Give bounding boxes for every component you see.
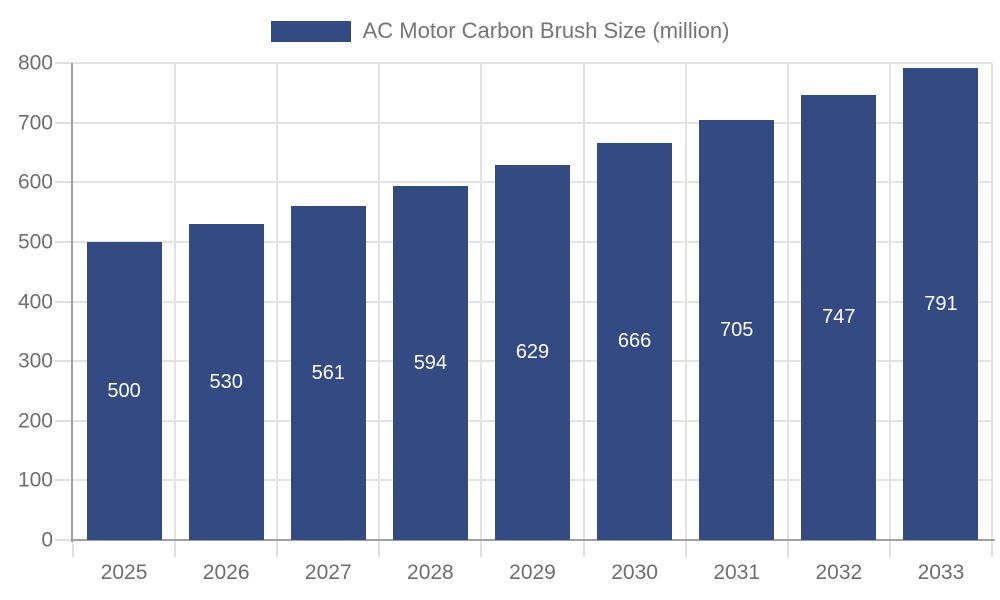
x-axis-tick	[276, 540, 279, 557]
legend[interactable]: AC Motor Carbon Brush Size (million)	[0, 13, 1000, 49]
x-axis-tick-label: 2026	[202, 561, 250, 584]
x-gridline	[582, 63, 585, 540]
x-axis-tick-label: 2030	[611, 561, 658, 584]
x-gridline	[991, 63, 993, 540]
x-gridline	[174, 63, 177, 540]
y-axis-tick	[55, 300, 73, 303]
y-axis-tick	[55, 419, 73, 422]
bar-2028: 594	[392, 185, 468, 540]
y-axis-tick-label: 100	[17, 468, 53, 492]
bar-value-label: 530	[209, 370, 243, 393]
y-axis-tick-label: 500	[17, 230, 53, 254]
x-axis-tick-label: 2032	[815, 561, 863, 584]
bar-2026: 530	[188, 223, 264, 540]
y-gridline	[73, 62, 992, 64]
bar-value-label: 629	[515, 341, 550, 364]
bar-2025: 500	[86, 241, 162, 540]
x-axis-tick	[582, 540, 585, 557]
bar-2030: 666	[597, 142, 673, 540]
y-axis-tick-label: 300	[17, 349, 53, 373]
y-axis-tick	[55, 181, 73, 184]
x-gridline	[378, 63, 381, 540]
x-axis-tick	[991, 540, 993, 557]
bar-2029: 629	[495, 164, 570, 540]
x-gridline	[276, 63, 279, 540]
y-axis-line	[71, 63, 73, 542]
x-axis-tick	[72, 540, 74, 557]
y-axis-tick-label: 400	[17, 290, 53, 313]
legend-swatch-icon	[270, 20, 351, 42]
x-axis-tick	[480, 540, 483, 557]
bar-value-label: 561	[311, 361, 345, 384]
y-axis-tick	[55, 121, 73, 124]
x-gridline	[786, 63, 789, 540]
x-axis-tick	[684, 540, 687, 557]
x-axis-tick-label: 2031	[713, 561, 761, 584]
x-axis-tick-label: 2029	[509, 561, 556, 584]
bar-value-label: 666	[617, 330, 652, 353]
y-axis-tick	[55, 62, 73, 64]
x-axis-tick	[888, 540, 891, 557]
y-axis-tick-label: 600	[17, 170, 53, 194]
y-axis-tick-label: 200	[17, 409, 53, 433]
x-axis-tick-label: 2028	[407, 561, 454, 584]
x-gridline	[684, 63, 687, 540]
bar-value-label: 594	[413, 351, 448, 374]
y-axis-tick-label: 700	[17, 111, 53, 135]
x-gridline	[480, 63, 483, 540]
x-axis-tick-label: 2027	[304, 561, 352, 584]
x-axis-tick	[174, 540, 177, 557]
y-gridline	[73, 121, 992, 124]
y-axis-tick	[55, 479, 73, 482]
bar-2033: 791	[903, 68, 979, 540]
bar-value-label: 500	[107, 379, 141, 402]
x-gridline	[888, 63, 891, 540]
x-axis-tick-label: 2033	[917, 561, 965, 584]
x-axis-tick-label: 2025	[100, 561, 148, 584]
y-axis-tick	[55, 240, 73, 243]
y-axis-tick-label: 800	[17, 51, 53, 75]
y-axis-tick	[55, 539, 73, 541]
bar-value-label: 705	[720, 318, 754, 341]
bar-2031: 705	[699, 119, 775, 540]
x-axis-tick	[786, 540, 789, 557]
x-axis-line	[71, 539, 995, 541]
legend-label: AC Motor Carbon Brush Size (million)	[362, 18, 730, 43]
bar-2027: 561	[290, 205, 366, 540]
y-axis-tick-label: 0	[41, 528, 53, 552]
bar-value-label: 791	[924, 293, 958, 316]
bar-2032: 747	[801, 94, 877, 540]
x-axis-tick	[378, 540, 381, 557]
y-axis-tick	[55, 360, 73, 363]
bar-value-label: 747	[822, 306, 856, 329]
